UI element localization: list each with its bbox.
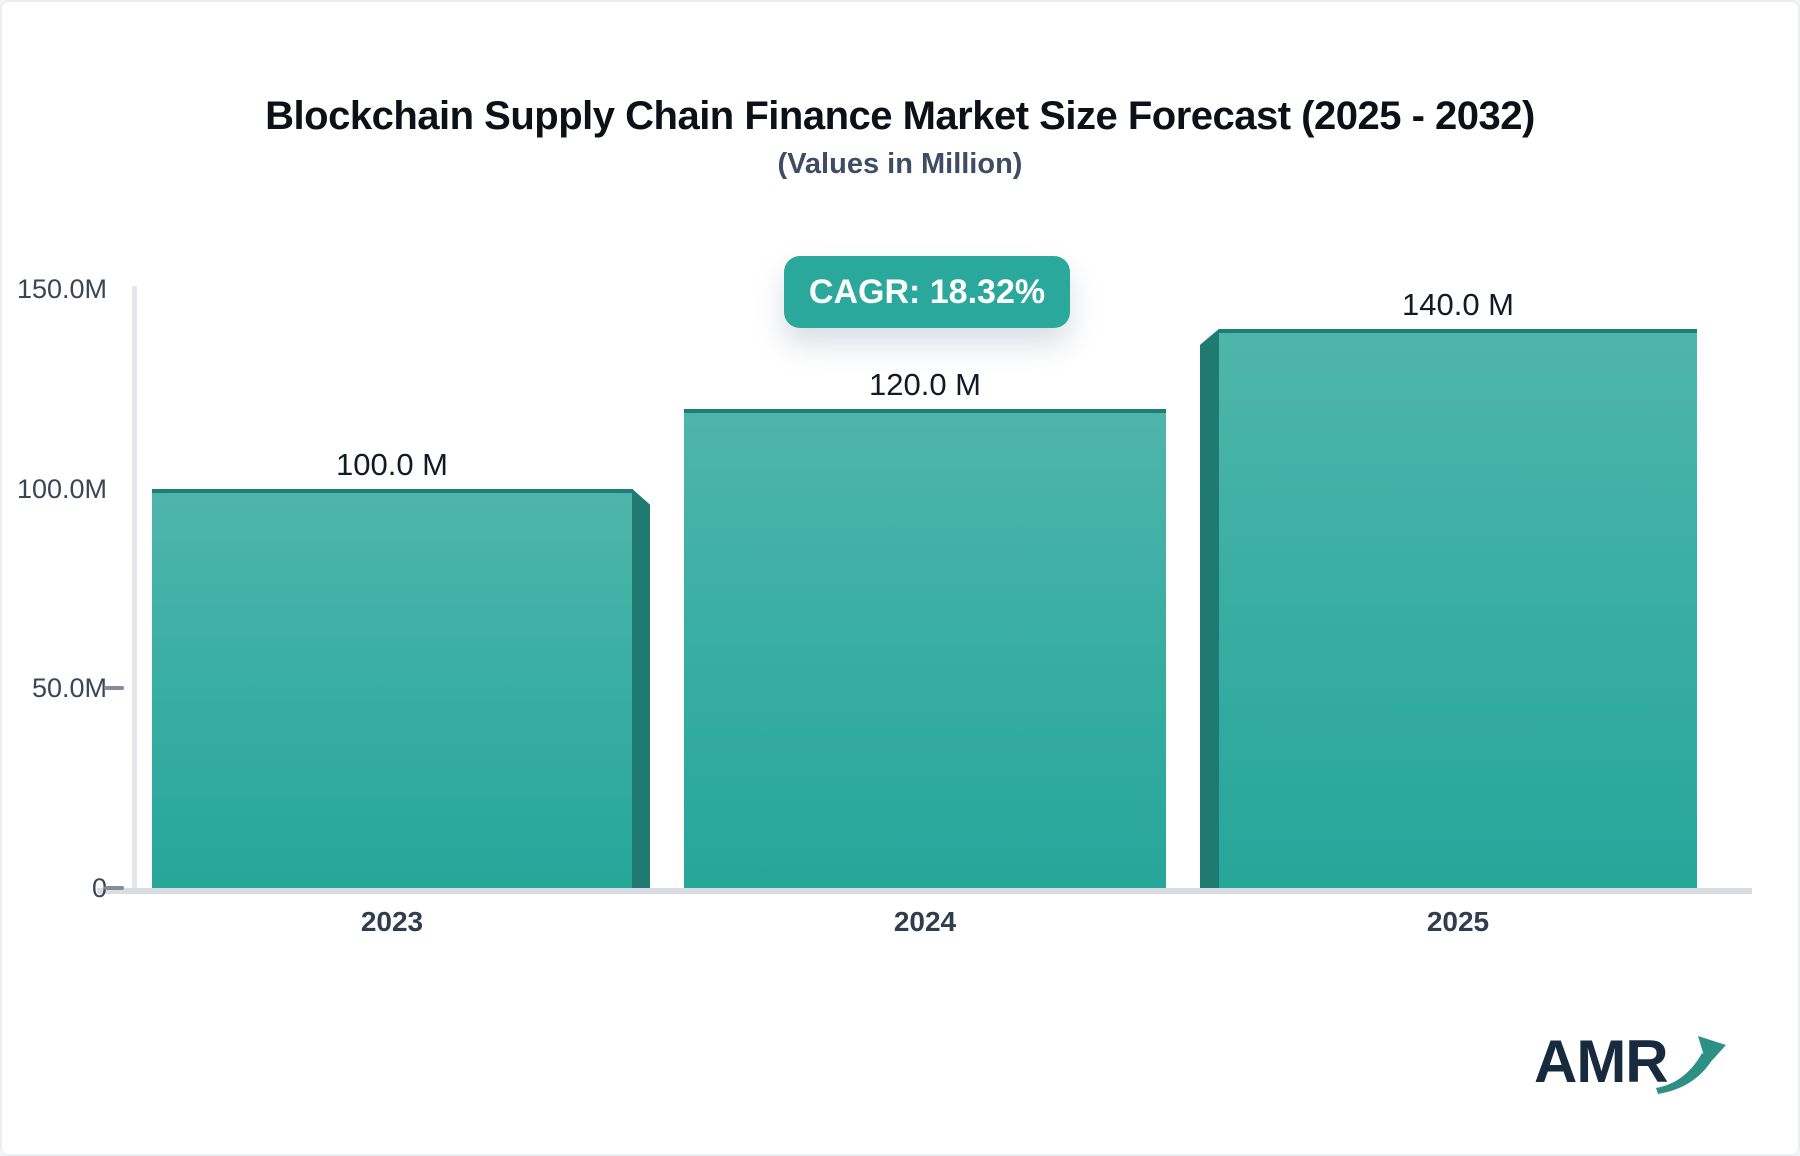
chart-subtitle: (Values in Million): [777, 148, 1023, 180]
bar-2025: [1219, 328, 1697, 888]
x-axis-category-label: 2025: [1426, 906, 1490, 937]
amr-logo-text: AMR: [1534, 1028, 1669, 1095]
bar-value-label: 100.0 M: [335, 446, 448, 482]
bar-3d-side: [632, 488, 650, 888]
bar-2024: [684, 408, 1166, 888]
y-tick-label: 50.0M: [31, 673, 107, 704]
bar-2023: [152, 488, 632, 888]
bar-value-label: 120.0 M: [868, 366, 981, 402]
bar-value-label: 140.0 M: [1401, 286, 1514, 322]
x-axis-category-label: 2023: [360, 906, 424, 937]
y-tick-label: 0: [91, 873, 107, 903]
y-axis-line: [132, 286, 137, 894]
y-tick-label: 100.0M: [16, 473, 107, 504]
cagr-badge: CAGR: 18.32%: [784, 256, 1070, 328]
y-tick-label: 150.0M: [16, 274, 107, 304]
trending-up-arrow-icon: [1655, 1036, 1726, 1094]
chart-title: Blockchain Supply Chain Finance Market S…: [265, 94, 1535, 138]
bar-3d-side: [1200, 328, 1219, 888]
x-axis-line: [97, 888, 1752, 894]
y-tick-dash: [104, 686, 124, 691]
y-tick-dash: [104, 886, 124, 890]
amr-logo: AMR: [1534, 1030, 1732, 1100]
x-axis-category-label: 2024: [893, 906, 957, 937]
